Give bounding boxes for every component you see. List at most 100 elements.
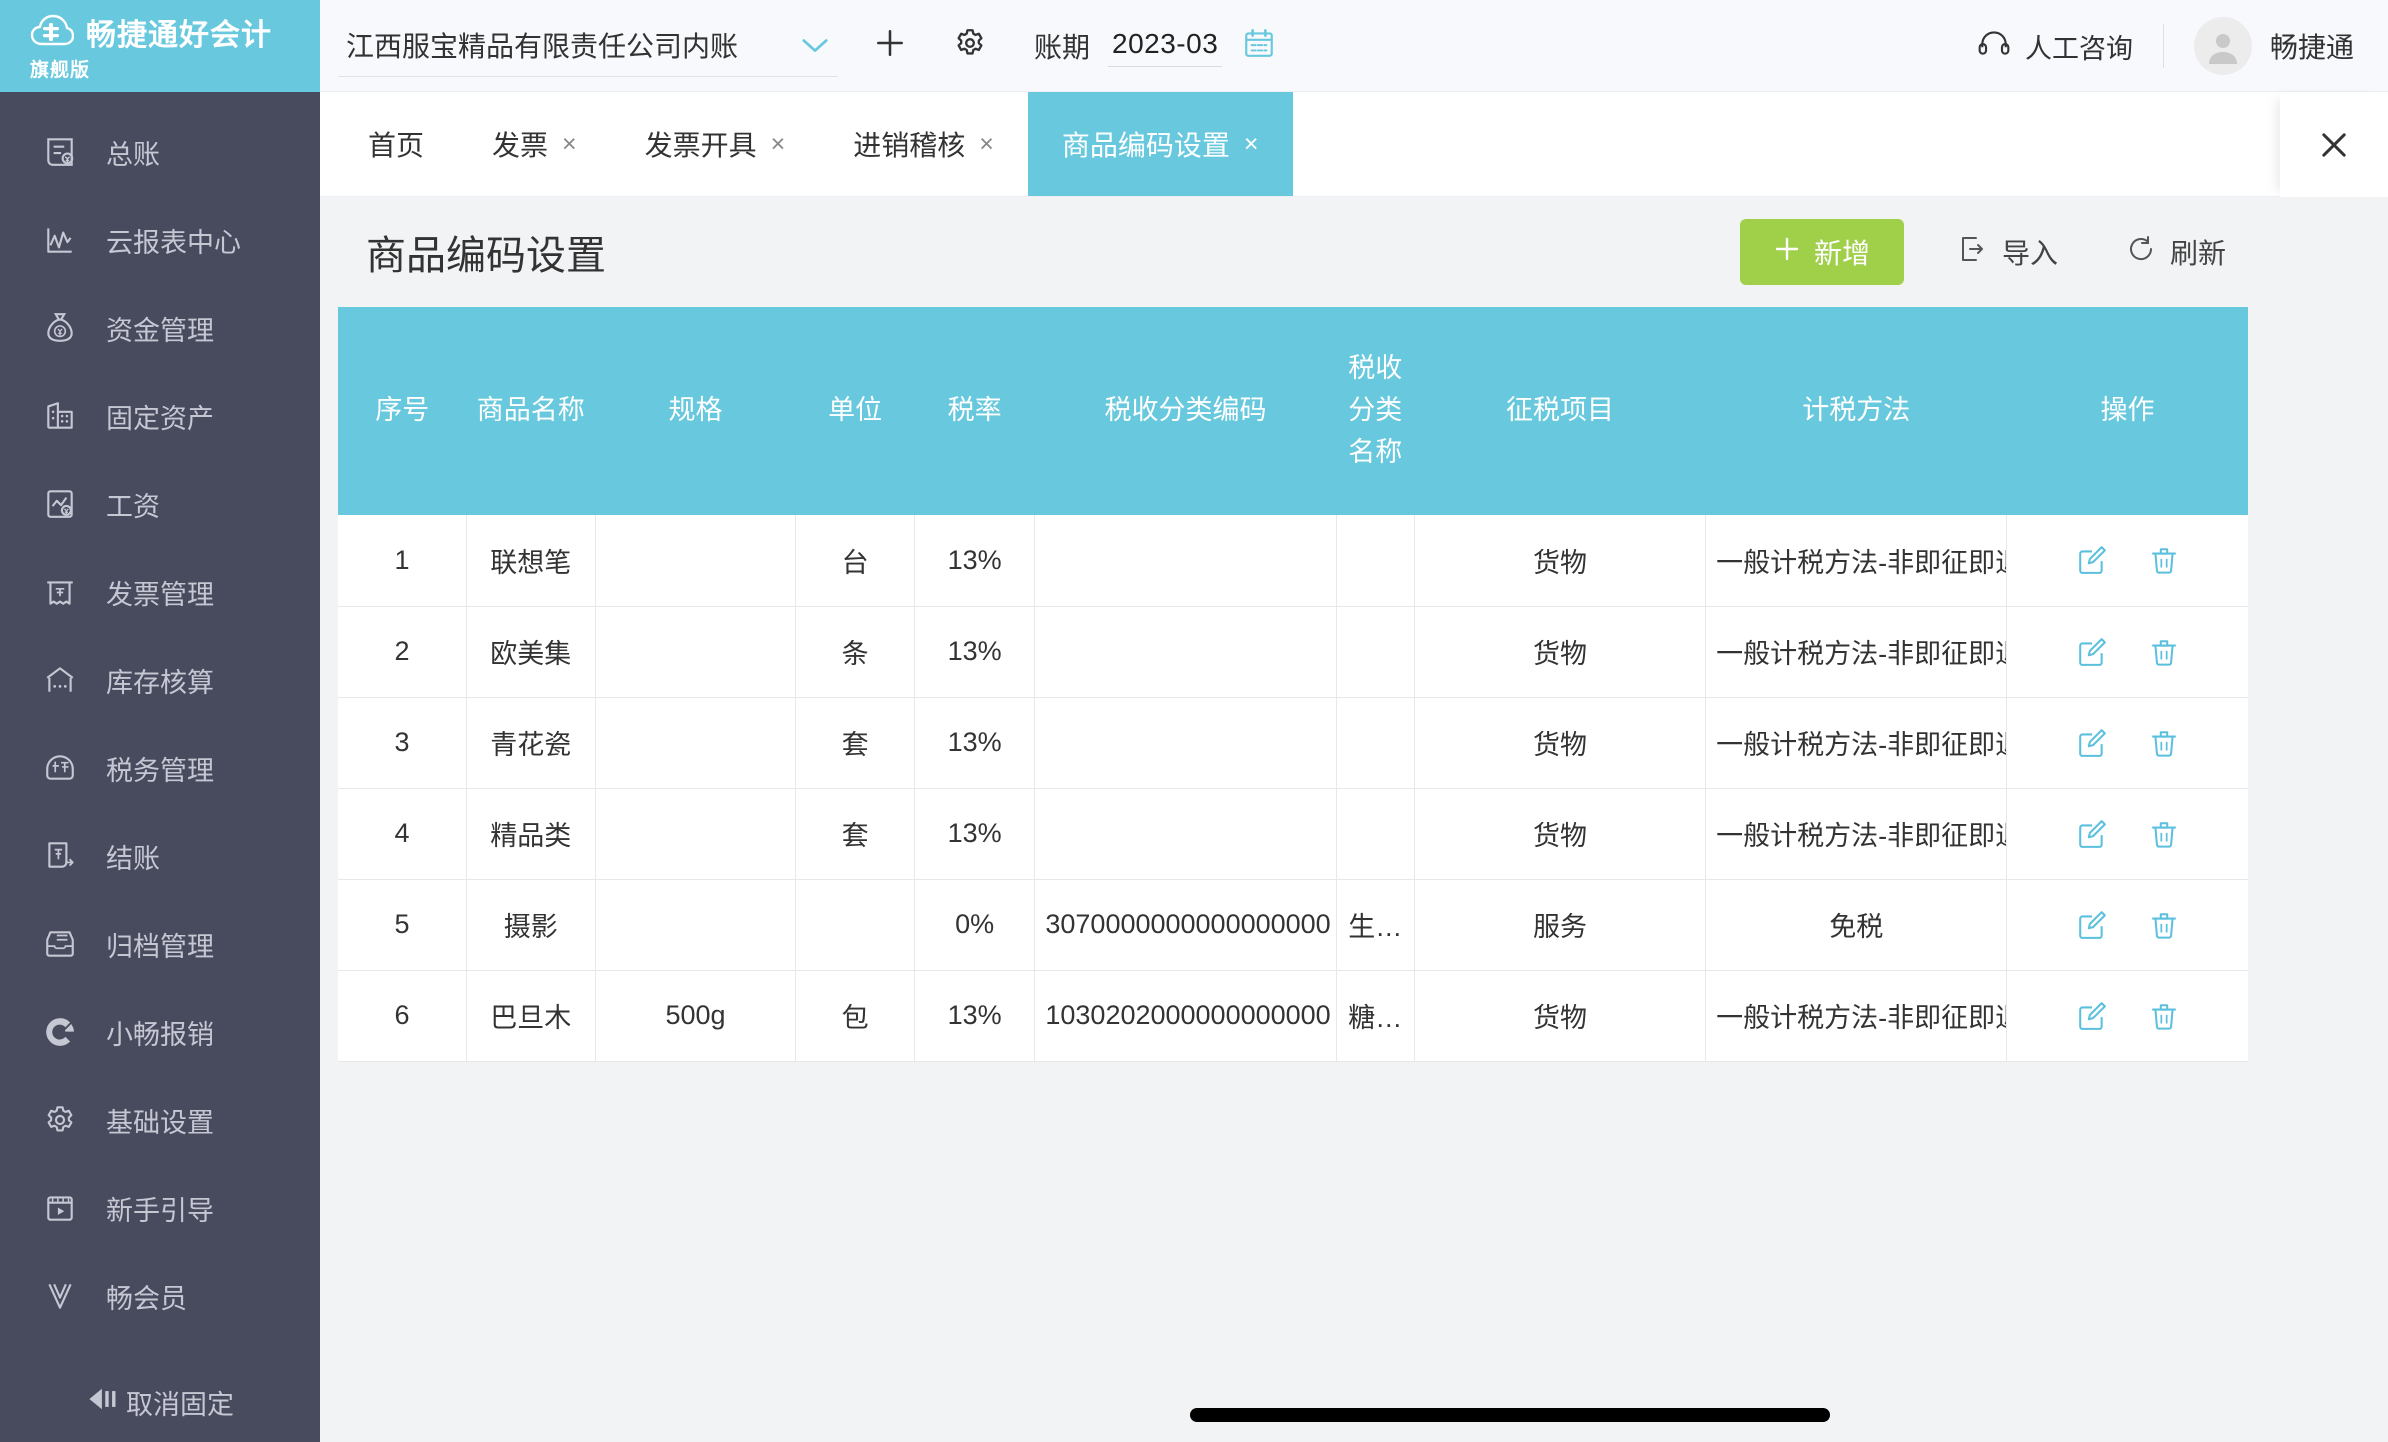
table-row[interactable]: 6 巴旦木 500g 包 13% 1030202000000000000 糖… …	[338, 970, 2248, 1062]
tab-label: 发票	[492, 130, 549, 161]
refresh-button[interactable]: 刷新	[2112, 219, 2240, 285]
cell-product-name: 摄影	[466, 879, 596, 971]
sidebar-item-label: 库存核算	[106, 667, 214, 698]
horizontal-scrollbar[interactable]	[320, 1408, 2388, 1426]
table-row[interactable]: 3 青花瓷 套 13% 货物 一般计税方法-非即征即退	[338, 697, 2248, 789]
close-icon[interactable]: ×	[770, 129, 786, 158]
close-all-tabs-button[interactable]	[2280, 92, 2388, 197]
settings-button[interactable]	[942, 18, 998, 74]
cloud-logo-icon	[30, 14, 75, 50]
plus-icon	[873, 26, 907, 65]
accounting-period[interactable]: 账期 2023-03	[1034, 24, 1276, 67]
trash-icon[interactable]	[2149, 728, 2179, 758]
sidebar-item-archive[interactable]: 归档管理	[0, 900, 320, 988]
sidebar-item-cloud-reports[interactable]: 云报表中心	[0, 196, 320, 284]
sidebar-nav: 总账 云报表中心	[0, 92, 320, 1340]
user-menu[interactable]: 畅捷通	[2193, 17, 2354, 75]
sidebar-item-close-account[interactable]: 结账	[0, 812, 320, 900]
sidebar: 畅捷通好会计 旗舰版 总账 云报表中	[0, 0, 320, 1442]
cell-tax-code	[1034, 515, 1337, 607]
sidebar-collapse-toggle[interactable]: 取消固定	[0, 1383, 320, 1422]
sidebar-item-beginner-guide[interactable]: 新手引导	[0, 1164, 320, 1252]
cell-product-name: 联想笔	[466, 515, 596, 607]
company-selector[interactable]: 江西服宝精品有限责任公司内账	[338, 15, 838, 77]
cell-tax-code: 3070000000000000000	[1034, 879, 1337, 971]
table-row[interactable]: 2 欧美集 条 13% 货物 一般计税方法-非即征即退	[338, 606, 2248, 698]
ledger-icon	[40, 132, 80, 172]
edit-icon[interactable]	[2077, 728, 2107, 758]
col-tax-item: 征税项目	[1414, 307, 1706, 515]
sidebar-item-invoice-management[interactable]: 发票管理	[0, 548, 320, 636]
sidebar-item-label: 畅会员	[106, 1283, 187, 1314]
add-button[interactable]: 新增	[1739, 219, 1904, 285]
period-value[interactable]: 2023-03	[1108, 24, 1223, 67]
sidebar-item-vip[interactable]: 畅会员	[0, 1252, 320, 1340]
sidebar-item-tax-management[interactable]: 税务管理	[0, 724, 320, 812]
sidebar-item-label: 税务管理	[106, 755, 214, 786]
edit-icon[interactable]	[2077, 1001, 2107, 1031]
sidebar-item-payroll[interactable]: 工资	[0, 460, 320, 548]
add-company-button[interactable]	[862, 18, 918, 74]
sidebar-item-label: 固定资产	[106, 403, 214, 434]
cell-tax-item: 货物	[1414, 606, 1707, 698]
cell-index: 1	[338, 515, 468, 607]
sidebar-item-basic-settings[interactable]: 基础设置	[0, 1076, 320, 1164]
trash-icon[interactable]	[2149, 1001, 2179, 1031]
import-button[interactable]: 导入	[1944, 219, 2072, 285]
tab-home[interactable]: 首页	[334, 92, 458, 196]
add-button-label: 新增	[1813, 238, 1870, 269]
cell-operation	[2006, 697, 2248, 789]
cell-tax-method: 一般计税方法-非即征即退	[1705, 788, 2008, 880]
brand-name: 畅捷通好会计	[86, 19, 272, 52]
close-icon[interactable]: ×	[1243, 129, 1259, 158]
table-row[interactable]: 1 联想笔 台 13% 货物 一般计税方法-非即征即退	[338, 515, 2248, 607]
page-header: 商品编码设置 新增 导入	[338, 197, 2248, 307]
trash-icon[interactable]	[2149, 637, 2179, 667]
main-area: 江西服宝精品有限责任公司内账 账期	[320, 0, 2388, 1442]
tab-label: 进销稽核	[853, 130, 966, 161]
table-row[interactable]: 4 精品类 套 13% 货物 一般计税方法-非即征即退	[338, 788, 2248, 880]
page-title: 商品编码设置	[366, 234, 606, 278]
trash-icon[interactable]	[2149, 819, 2179, 849]
close-icon[interactable]: ×	[979, 129, 994, 158]
scrollbar-thumb[interactable]	[1190, 1408, 1830, 1422]
cell-tax-method: 一般计税方法-非即征即退	[1705, 697, 2008, 789]
tab-product-code-settings[interactable]: 商品编码设置 ×	[1027, 92, 1293, 196]
col-spec: 规格	[595, 307, 796, 515]
trash-icon[interactable]	[2149, 910, 2179, 940]
table-header-row: 序号 商品名称 规格 单位 税率 税收分类编码 税收分类名称 征税项目 计税方法…	[338, 307, 2248, 515]
calendar-icon[interactable]	[1242, 26, 1276, 65]
company-name: 江西服宝精品有限责任公司内账	[346, 31, 739, 62]
tab-purchase-sales-audit[interactable]: 进销稽核 ×	[819, 92, 1028, 196]
sidebar-item-fixed-assets[interactable]: 固定资产	[0, 372, 320, 460]
edit-icon[interactable]	[2077, 637, 2107, 667]
cell-tax-category: 生…	[1336, 879, 1415, 971]
cell-tax-item: 货物	[1414, 970, 1707, 1062]
sidebar-item-inventory[interactable]: 库存核算	[0, 636, 320, 724]
tax-icon	[40, 748, 80, 788]
cell-product-name: 欧美集	[466, 606, 596, 698]
payroll-icon	[40, 484, 80, 524]
trash-icon[interactable]	[2149, 545, 2179, 575]
support-button[interactable]: 人工咨询	[1977, 27, 2133, 66]
edit-icon[interactable]	[2077, 545, 2107, 575]
edit-icon[interactable]	[2077, 910, 2107, 940]
col-index: 序号	[338, 307, 467, 515]
cell-tax-method: 免税	[1705, 879, 2008, 971]
warehouse-icon	[40, 660, 80, 700]
edit-icon[interactable]	[2077, 819, 2107, 849]
sidebar-item-reimbursement[interactable]: 小畅报销	[0, 988, 320, 1076]
sidebar-item-general-ledger[interactable]: 总账	[0, 108, 320, 196]
gear-icon	[953, 26, 987, 65]
sidebar-item-fund-management[interactable]: 资金管理	[0, 284, 320, 372]
table-row[interactable]: 5 摄影 0% 3070000000000000000 生… 服务 免税	[338, 879, 2248, 971]
cell-tax-code	[1034, 606, 1337, 698]
cell-tax-rate: 13%	[914, 515, 1036, 607]
cell-tax-category	[1336, 606, 1415, 698]
refresh-icon	[2126, 234, 2156, 271]
tab-invoice-issue[interactable]: 发票开具 ×	[611, 92, 820, 196]
sidebar-item-label: 新手引导	[106, 1195, 214, 1226]
close-icon[interactable]: ×	[562, 129, 577, 158]
col-operation: 操作	[2006, 307, 2248, 515]
tab-invoice[interactable]: 发票 ×	[458, 92, 611, 196]
